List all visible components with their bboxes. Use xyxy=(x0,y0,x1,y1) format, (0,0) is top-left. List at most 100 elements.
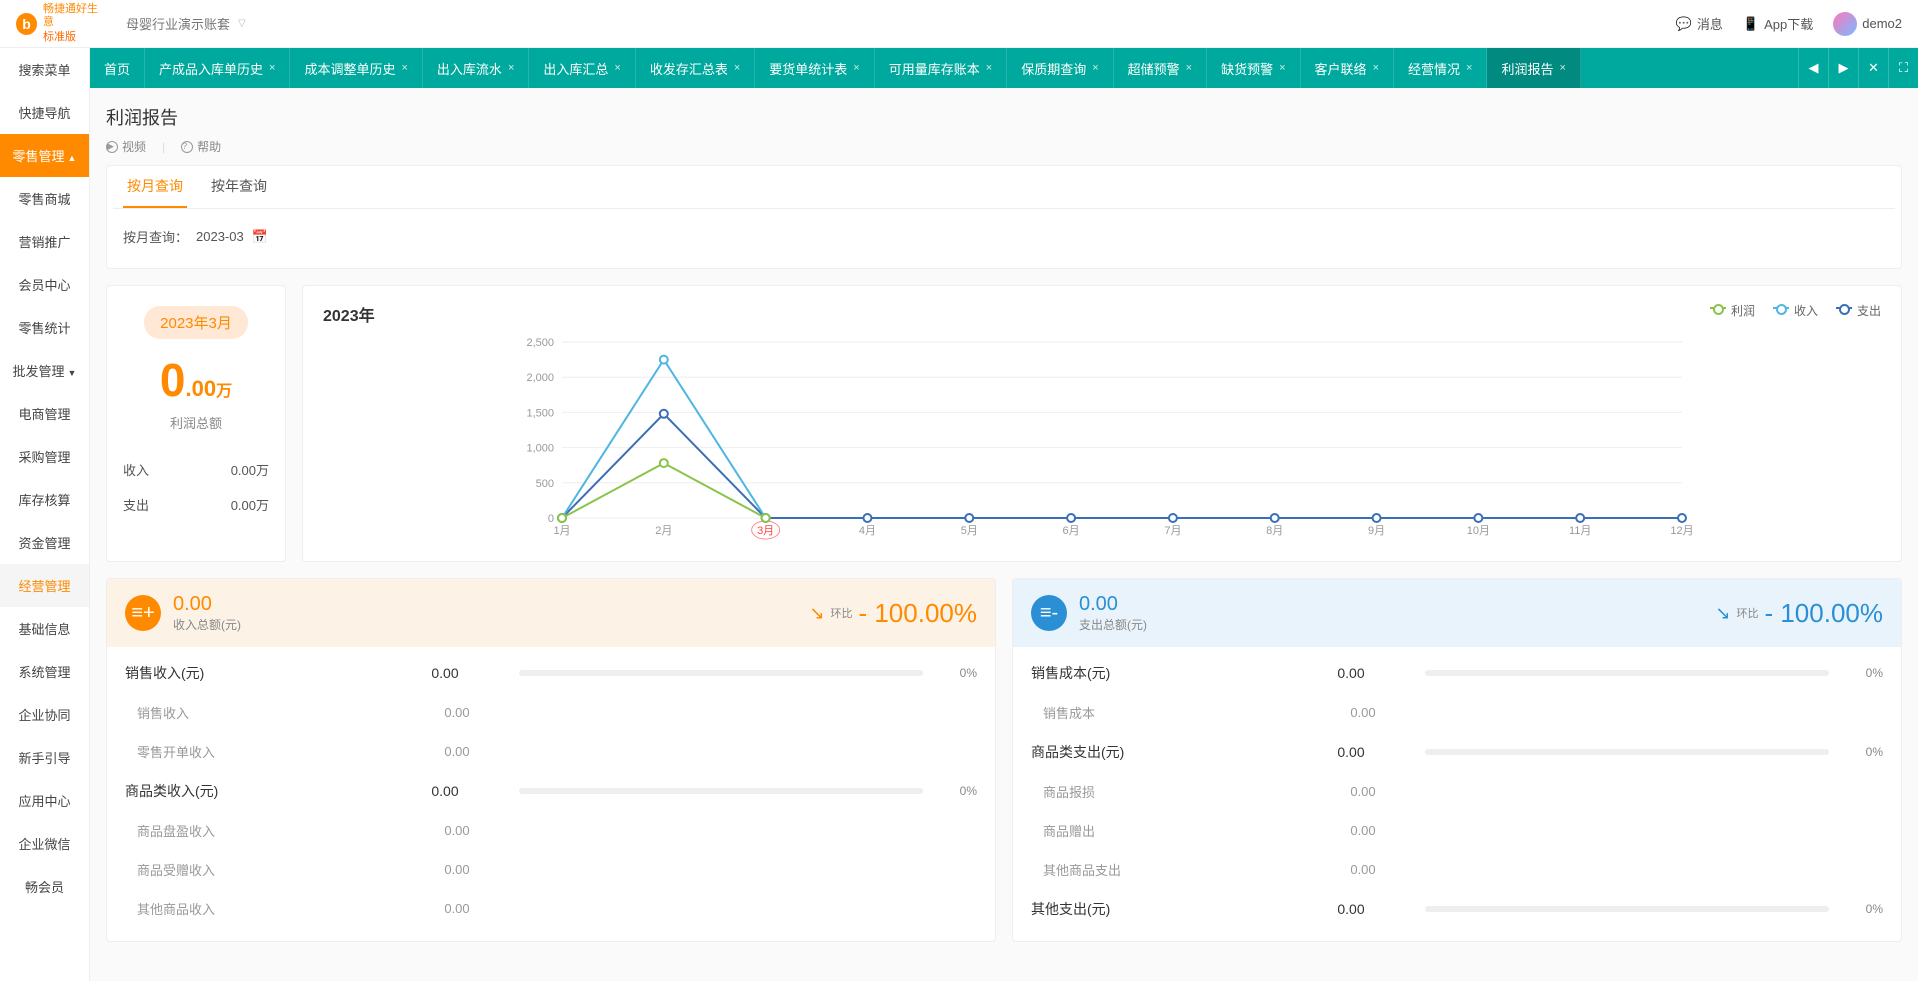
income-total-value: 0.00 xyxy=(173,593,241,616)
sidebar-item[interactable]: 经营管理 xyxy=(0,564,89,607)
user-name: demo2 xyxy=(1862,16,1902,31)
message-icon: 💬 xyxy=(1676,16,1692,32)
close-icon[interactable]: × xyxy=(1559,62,1565,74)
panels-row: ≡+ 0.00 收入总额(元) ↘ 环比 - 100.00% 销售收入( xyxy=(106,578,1902,942)
expense-total-value: 0.00 xyxy=(1079,593,1147,616)
close-icon[interactable]: × xyxy=(614,62,620,74)
video-help-link[interactable]: ▶视频 xyxy=(106,138,146,155)
avatar xyxy=(1833,12,1857,36)
close-icon[interactable]: × xyxy=(401,62,407,74)
sidebar-item[interactable]: 搜索菜单 xyxy=(0,48,89,91)
page-title: 利润报告 xyxy=(106,104,1902,130)
tab[interactable]: 出入库汇总× xyxy=(529,48,635,88)
query-card: 按月查询按年查询 按月查询： 2023-03 📅 xyxy=(106,165,1902,269)
chevron-down-icon: ▽ xyxy=(238,18,246,29)
tab[interactable]: 产成品入库单历史× xyxy=(145,48,290,88)
tab[interactable]: 客户联络× xyxy=(1301,48,1394,88)
sidebar-item[interactable]: 畅会员 xyxy=(0,865,89,908)
svg-text:2,500: 2,500 xyxy=(526,337,554,349)
panel-row: 商品报损0.00 xyxy=(1031,772,1883,811)
sidebar-item[interactable]: 零售管理▲ xyxy=(0,134,89,177)
trend-down-icon: ↘ xyxy=(1715,603,1730,624)
panel-row: 其他商品支出0.00 xyxy=(1031,850,1883,889)
close-icon[interactable]: × xyxy=(1373,62,1379,74)
tab[interactable]: 收发存汇总表× xyxy=(636,48,755,88)
income-kv: 收入 0.00万 xyxy=(123,452,269,487)
sidebar-item[interactable]: 资金管理 xyxy=(0,521,89,564)
sidebar-item[interactable]: 采购管理 xyxy=(0,435,89,478)
tabs-holder: 首页产成品入库单历史×成本调整单历史×出入库流水×出入库汇总×收发存汇总表×要货… xyxy=(90,48,1581,88)
expense-kv: 支出 0.00万 xyxy=(123,487,269,522)
tab[interactable]: 缺货预警× xyxy=(1207,48,1300,88)
close-icon[interactable]: × xyxy=(1279,62,1285,74)
tab[interactable]: 出入库流水× xyxy=(423,48,529,88)
close-icon[interactable]: × xyxy=(853,62,859,74)
tabs-controls: ◀ ▶ ✕ ⛶ xyxy=(1798,48,1918,88)
summary-card: 2023年3月 0.00万 利润总额 收入 0.00万 支出 0.00万 xyxy=(106,285,286,562)
panel-row: 销售收入0.00 xyxy=(125,693,977,732)
sidebar-item[interactable]: 企业协同 xyxy=(0,693,89,736)
sidebar-item[interactable]: 新手引导 xyxy=(0,736,89,779)
income-total-label: 收入总额(元) xyxy=(173,616,241,633)
expense-panel-header: ≡- 0.00 支出总额(元) ↘ 环比 - 100.00% xyxy=(1013,579,1901,647)
filter-value[interactable]: 2023-03 xyxy=(196,229,244,244)
message-button[interactable]: 💬 消息 xyxy=(1676,14,1723,33)
fullscreen-button[interactable]: ⛶ xyxy=(1888,48,1918,88)
panel-row: 商品盘盈收入0.00 xyxy=(125,811,977,850)
sidebar-item[interactable]: 零售统计 xyxy=(0,306,89,349)
tab[interactable]: 首页 xyxy=(90,48,145,88)
help-link[interactable]: ?帮助 xyxy=(181,138,221,155)
sidebar-item[interactable]: 批发管理▼ xyxy=(0,349,89,392)
svg-text:11月: 11月 xyxy=(1569,525,1591,537)
sidebar-item[interactable]: 应用中心 xyxy=(0,779,89,822)
close-icon[interactable]: × xyxy=(986,62,992,74)
close-icon[interactable]: × xyxy=(269,62,275,74)
sidebar-item[interactable]: 系统管理 xyxy=(0,650,89,693)
account-selector[interactable]: 母婴行业演示账套 ▽ xyxy=(106,14,1676,33)
expense-panel: ≡- 0.00 支出总额(元) ↘ 环比 - 100.00% 销售成本( xyxy=(1012,578,1902,942)
period-pill: 2023年3月 xyxy=(144,306,248,339)
svg-text:2,000: 2,000 xyxy=(526,372,554,384)
expense-trend-pct: - 100.00% xyxy=(1764,598,1883,629)
income-trend-pct: - 100.00% xyxy=(858,598,977,629)
close-icon[interactable]: × xyxy=(1186,62,1192,74)
sidebar-item[interactable]: 营销推广 xyxy=(0,220,89,263)
tab[interactable]: 利润报告× xyxy=(1487,48,1580,88)
sidebar-item[interactable]: 基础信息 xyxy=(0,607,89,650)
trend-down-icon: ↘ xyxy=(809,603,824,624)
tab[interactable]: 经营情况× xyxy=(1394,48,1487,88)
close-icon[interactable]: × xyxy=(1466,62,1472,74)
sidebar-item[interactable]: 会员中心 xyxy=(0,263,89,306)
close-icon[interactable]: × xyxy=(1092,62,1098,74)
chart-legend: 利润 收入 支出 xyxy=(1710,302,1881,319)
content: 利润报告 ▶视频 | ?帮助 按月查询按年查询 按月查询： 2023-03 📅 … xyxy=(90,88,1918,981)
close-icon[interactable]: × xyxy=(508,62,514,74)
user-menu[interactable]: demo2 xyxy=(1833,12,1902,36)
query-mode-tab[interactable]: 按月查询 xyxy=(123,166,187,208)
svg-text:10月: 10月 xyxy=(1467,525,1490,537)
sidebar-item[interactable]: 库存核算 xyxy=(0,478,89,521)
logo: b 畅捷通好生意 标准版 xyxy=(16,3,106,43)
tabs-prev-button[interactable]: ◀ xyxy=(1798,48,1828,88)
sidebar-item[interactable]: 电商管理 xyxy=(0,392,89,435)
tabs-close-button[interactable]: ✕ xyxy=(1858,48,1888,88)
tab[interactable]: 超储预警× xyxy=(1114,48,1207,88)
close-icon[interactable]: × xyxy=(734,62,740,74)
tab[interactable]: 可用量库存账本× xyxy=(875,48,1007,88)
sidebar-item[interactable]: 快捷导航 xyxy=(0,91,89,134)
query-mode-tab[interactable]: 按年查询 xyxy=(207,166,271,208)
query-filter: 按月查询： 2023-03 📅 xyxy=(113,219,1895,262)
sidebar-item[interactable]: 零售商城 xyxy=(0,177,89,220)
sidebar-item[interactable]: 企业微信 xyxy=(0,822,89,865)
svg-text:9月: 9月 xyxy=(1368,525,1385,537)
income-icon: ≡+ xyxy=(125,595,161,631)
page-help: ▶视频 | ?帮助 xyxy=(106,138,1902,155)
tab[interactable]: 成本调整单历史× xyxy=(290,48,422,88)
calendar-icon[interactable]: 📅 xyxy=(252,229,268,245)
panel-row: 商品类支出(元)0.000% xyxy=(1031,732,1883,772)
tab[interactable]: 保质期查询× xyxy=(1007,48,1113,88)
panel-row: 商品类收入(元)0.000% xyxy=(125,771,977,811)
tab[interactable]: 要货单统计表× xyxy=(755,48,874,88)
app-download-button[interactable]: 📱 App下载 xyxy=(1743,14,1813,33)
tabs-next-button[interactable]: ▶ xyxy=(1828,48,1858,88)
